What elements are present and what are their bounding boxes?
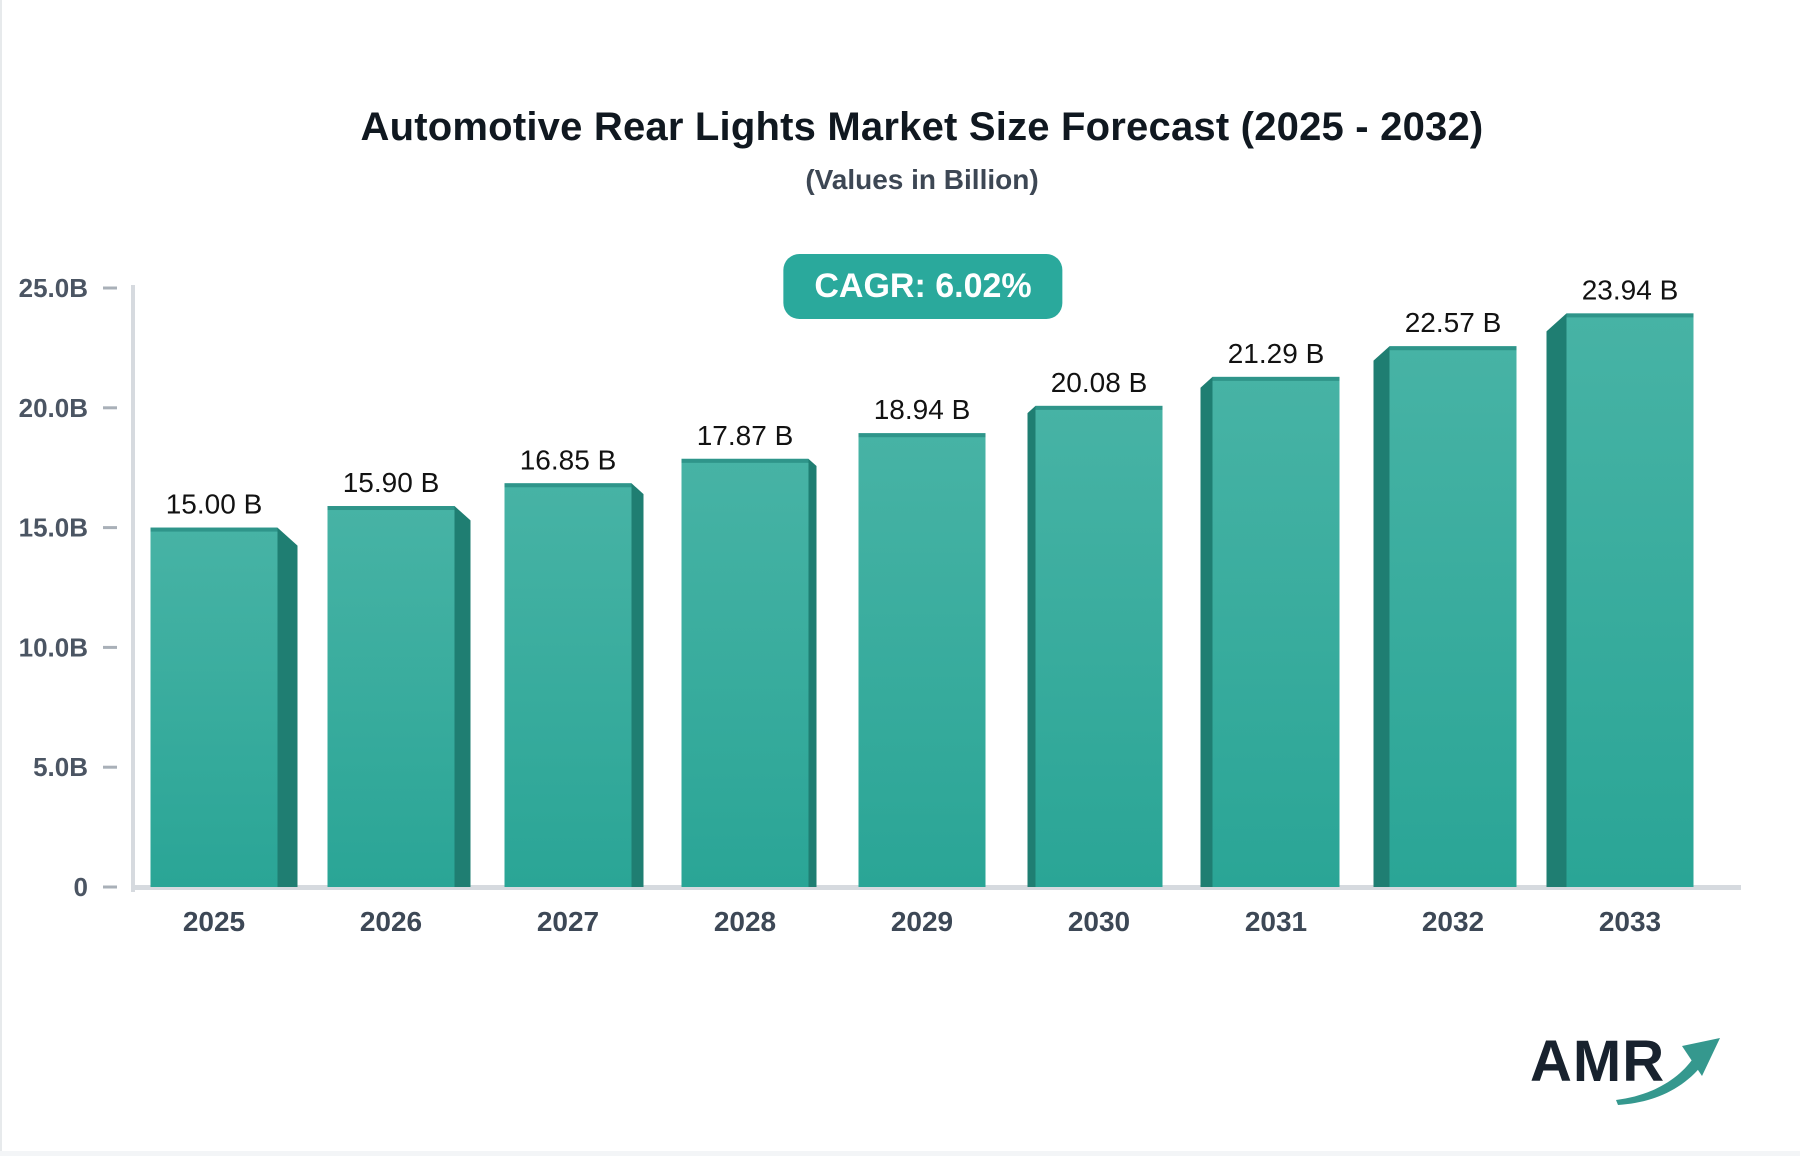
bar-value-label: 23.94 B bbox=[1582, 274, 1679, 305]
y-tick-label: 5.0B bbox=[33, 752, 88, 782]
y-tick-dash bbox=[103, 885, 117, 889]
x-tick-label: 2029 bbox=[891, 906, 953, 937]
bar-side-face bbox=[454, 506, 471, 887]
bar-side-face bbox=[808, 458, 817, 887]
x-tick-label: 2026 bbox=[360, 906, 422, 937]
bar-side-face bbox=[1373, 346, 1390, 888]
bar-front-face bbox=[1389, 346, 1517, 888]
chart-header: Automotive Rear Lights Market Size Forec… bbox=[0, 104, 1800, 196]
y-axis-line bbox=[131, 285, 135, 892]
y-tick-dash bbox=[103, 526, 117, 530]
y-tick-label: 0 bbox=[74, 872, 88, 902]
x-tick-label: 2030 bbox=[1068, 906, 1130, 937]
bar-front-face bbox=[504, 483, 632, 887]
amr-logo: AMR bbox=[1530, 1028, 1740, 1118]
bar-top-edge bbox=[1035, 405, 1163, 410]
bar-top-edge bbox=[150, 527, 278, 532]
bar-top-edge bbox=[327, 506, 455, 511]
y-tick-label: 10.0B bbox=[19, 632, 88, 662]
cagr-badge: CAGR: 6.02% bbox=[783, 254, 1063, 319]
bar-top-edge bbox=[504, 483, 632, 488]
bar-front-face bbox=[1035, 405, 1163, 887]
bar-value-label: 21.29 B bbox=[1228, 338, 1325, 369]
bar-side-face bbox=[1027, 405, 1036, 887]
page-bottom-edge bbox=[0, 1151, 1800, 1156]
x-tick-label: 2033 bbox=[1599, 906, 1661, 937]
bar-value-label: 15.00 B bbox=[166, 489, 263, 520]
y-tick-dash bbox=[103, 645, 117, 649]
x-axis-line bbox=[131, 885, 1741, 890]
bar-value-label: 20.08 B bbox=[1051, 367, 1148, 398]
y-tick-dash bbox=[103, 286, 117, 290]
y-tick-dash bbox=[103, 765, 117, 769]
bar-side-face bbox=[631, 483, 644, 887]
bar-front-face bbox=[1212, 376, 1340, 887]
bar-top-edge bbox=[681, 458, 809, 463]
y-tick-label: 20.0B bbox=[19, 393, 88, 423]
bar-value-label: 16.85 B bbox=[520, 444, 617, 475]
bar-value-label: 18.94 B bbox=[874, 394, 971, 425]
bar-top-edge bbox=[858, 433, 986, 438]
bar-side-face bbox=[277, 527, 298, 887]
bar-value-label: 17.87 B bbox=[697, 420, 794, 451]
bar-top-edge bbox=[1389, 346, 1517, 351]
bar-side-face bbox=[1200, 376, 1213, 887]
bar-front-face bbox=[1566, 313, 1694, 888]
y-tick-label: 25.0B bbox=[19, 273, 88, 303]
x-tick-label: 2032 bbox=[1422, 906, 1484, 937]
bar-front-face bbox=[327, 506, 455, 887]
bar-front-face bbox=[150, 527, 278, 887]
chart-title: Automotive Rear Lights Market Size Forec… bbox=[360, 105, 1484, 149]
chart-subtitle: (Values in Billion) bbox=[805, 164, 1039, 195]
x-tick-label: 2025 bbox=[183, 906, 245, 937]
y-tick-label: 15.0B bbox=[19, 513, 88, 543]
page-left-edge bbox=[0, 0, 2, 1156]
bar-top-edge bbox=[1212, 376, 1340, 381]
bar-value-label: 22.57 B bbox=[1405, 307, 1502, 338]
x-tick-label: 2031 bbox=[1245, 906, 1307, 937]
bar-value-label: 15.90 B bbox=[343, 467, 440, 498]
bar-top-edge bbox=[1566, 313, 1694, 318]
x-tick-label: 2027 bbox=[537, 906, 599, 937]
bar-side-face bbox=[1546, 313, 1567, 888]
bar-front-face bbox=[858, 433, 986, 887]
logo-text: AMR bbox=[1530, 1029, 1666, 1094]
growth-arrow-icon bbox=[1616, 1038, 1720, 1105]
x-tick-label: 2028 bbox=[714, 906, 776, 937]
bar-front-face bbox=[681, 458, 809, 887]
y-tick-dash bbox=[103, 406, 117, 410]
